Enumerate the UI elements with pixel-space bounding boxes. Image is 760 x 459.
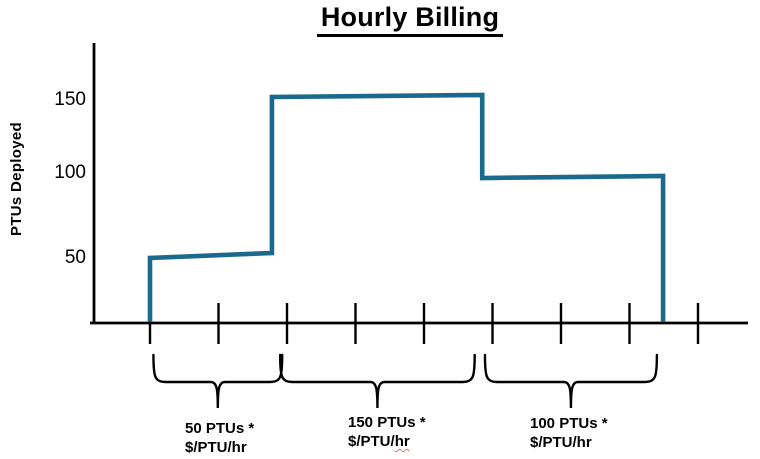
underbrace <box>278 353 476 409</box>
segment-label-line1: 50 PTUs * <box>185 420 255 437</box>
rate-text: $/PTU/hr <box>185 439 247 456</box>
segment-label-50ptu: 50 PTUs * $/PTU/hr <box>185 419 254 457</box>
title-container: Hourly Billing <box>60 2 760 37</box>
chart-title: Hourly Billing <box>316 2 504 37</box>
y-axis-title: PTUs Deployed <box>8 122 25 236</box>
segment-label-line2: $/PTU/hr <box>530 433 608 452</box>
segment-label-line2: $/PTU/hr <box>348 432 426 451</box>
y-tick-label: 150 <box>54 89 86 110</box>
segment-label-150ptu: 150 PTUs * $/PTU/hr <box>348 413 426 451</box>
segment-label-line1: 150 PTUs * <box>348 414 426 431</box>
segment-label-line2: $/PTU/hr <box>185 438 254 457</box>
segment-label-100ptu: 100 PTUs * $/PTU/hr <box>530 414 608 452</box>
spellcheck-squiggle: hr <box>394 433 410 450</box>
underbrace <box>483 353 659 409</box>
rate-text: $/PTU/hr <box>530 434 592 451</box>
y-tick-label: 100 <box>54 162 86 183</box>
segment-label-line1: 100 PTUs * <box>530 415 608 432</box>
rate-text: $/PTU/ <box>348 433 395 450</box>
step-line-ptus-deployed <box>147 92 666 322</box>
y-tick-label: 50 <box>64 247 86 268</box>
underbrace <box>152 353 284 409</box>
